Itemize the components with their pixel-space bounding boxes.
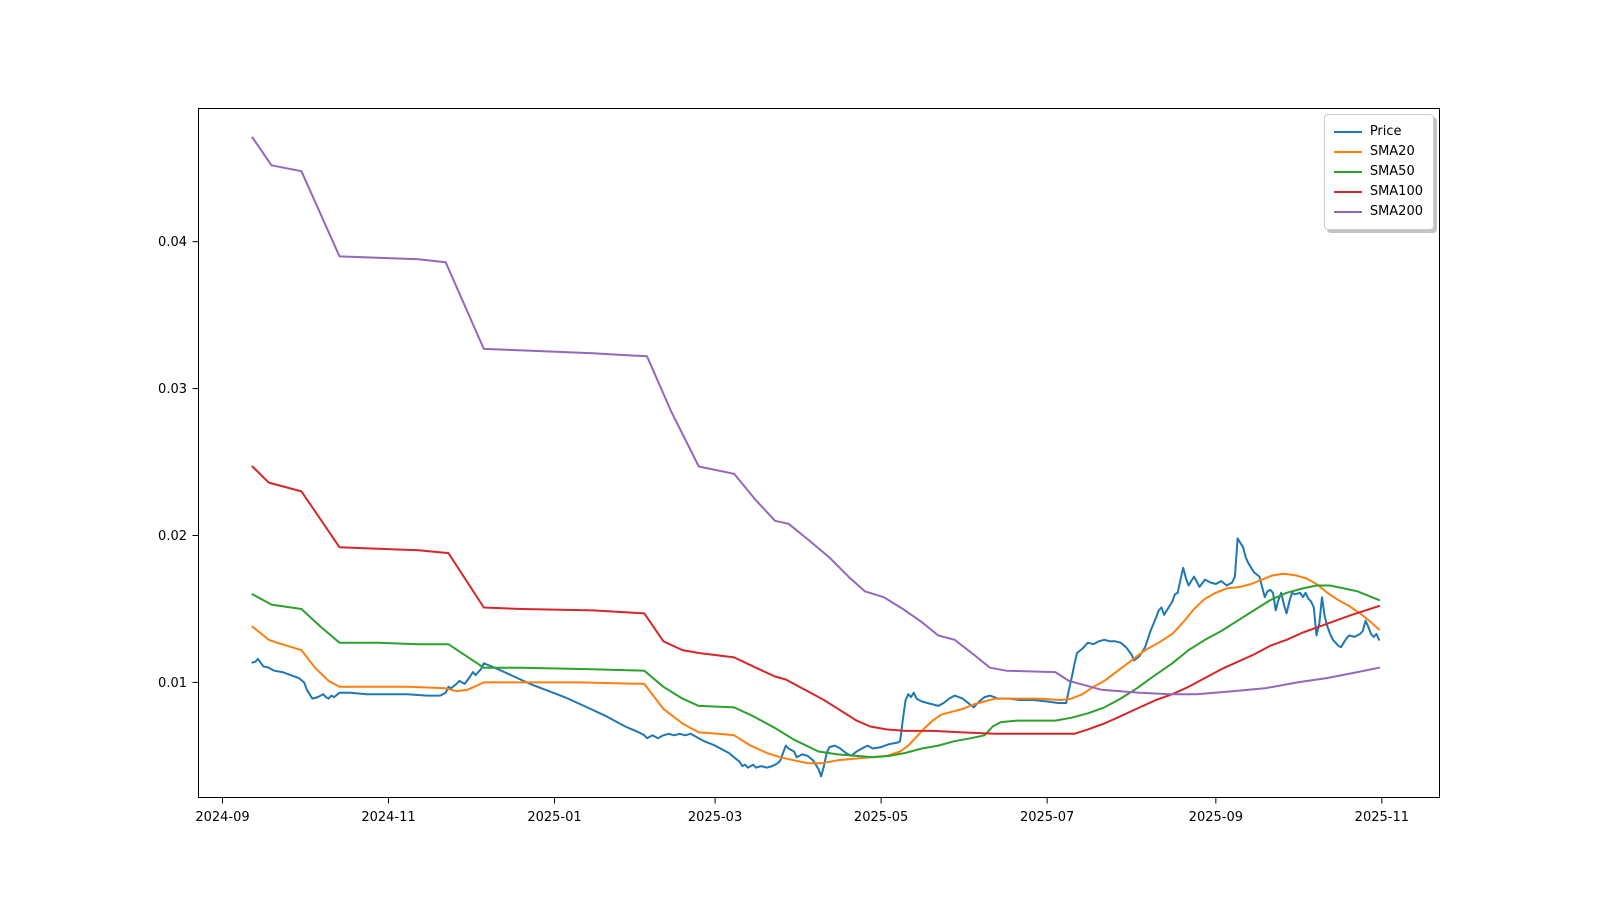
x-tick-label: 2025-09	[1189, 810, 1243, 825]
legend-line-swatch-sma200	[1333, 211, 1362, 213]
axes-box	[198, 108, 1440, 798]
legend-label-sma200: SMA200	[1369, 204, 1423, 219]
legend-item-price: Price	[1333, 122, 1423, 142]
legend-line-swatch-price	[1333, 131, 1362, 133]
y-tick-label: 0.02	[158, 529, 187, 544]
legend-line-swatch-sma20	[1333, 151, 1362, 153]
legend: Price SMA20 SMA50 SMA100 SMA200	[1323, 114, 1434, 230]
series-line-price	[251, 537, 1381, 778]
legend-label-sma100: SMA100	[1369, 184, 1423, 199]
legend-label-sma50: SMA50	[1369, 164, 1415, 179]
legend-line-swatch-sma50	[1333, 171, 1362, 173]
series-line-sma20	[251, 572, 1381, 765]
x-tick-label: 2024-11	[361, 810, 415, 825]
x-tick-label: 2025-01	[527, 810, 581, 825]
x-tick-label: 2025-07	[1020, 810, 1074, 825]
series-line-sma50	[251, 584, 1381, 759]
series-line-sma100	[251, 465, 1381, 735]
y-tick-label: 0.01	[158, 676, 187, 691]
y-tick-label: 0.03	[158, 382, 187, 397]
legend-label-price: Price	[1369, 124, 1402, 139]
x-tick-label: 2025-03	[688, 810, 742, 825]
legend-item-sma200: SMA200	[1333, 202, 1423, 222]
legend-label-sma20: SMA20	[1369, 144, 1415, 159]
legend-line-swatch-sma100	[1333, 191, 1362, 193]
x-tick-label: 2025-11	[1355, 810, 1409, 825]
series-line-sma200	[251, 136, 1381, 696]
x-tick-label: 2025-05	[854, 810, 908, 825]
legend-item-sma100: SMA100	[1333, 182, 1423, 202]
y-tick-label: 0.04	[158, 235, 187, 250]
x-tick-label: 2024-09	[195, 810, 249, 825]
legend-item-sma50: SMA50	[1333, 162, 1423, 182]
legend-item-sma20: SMA20	[1333, 142, 1423, 162]
